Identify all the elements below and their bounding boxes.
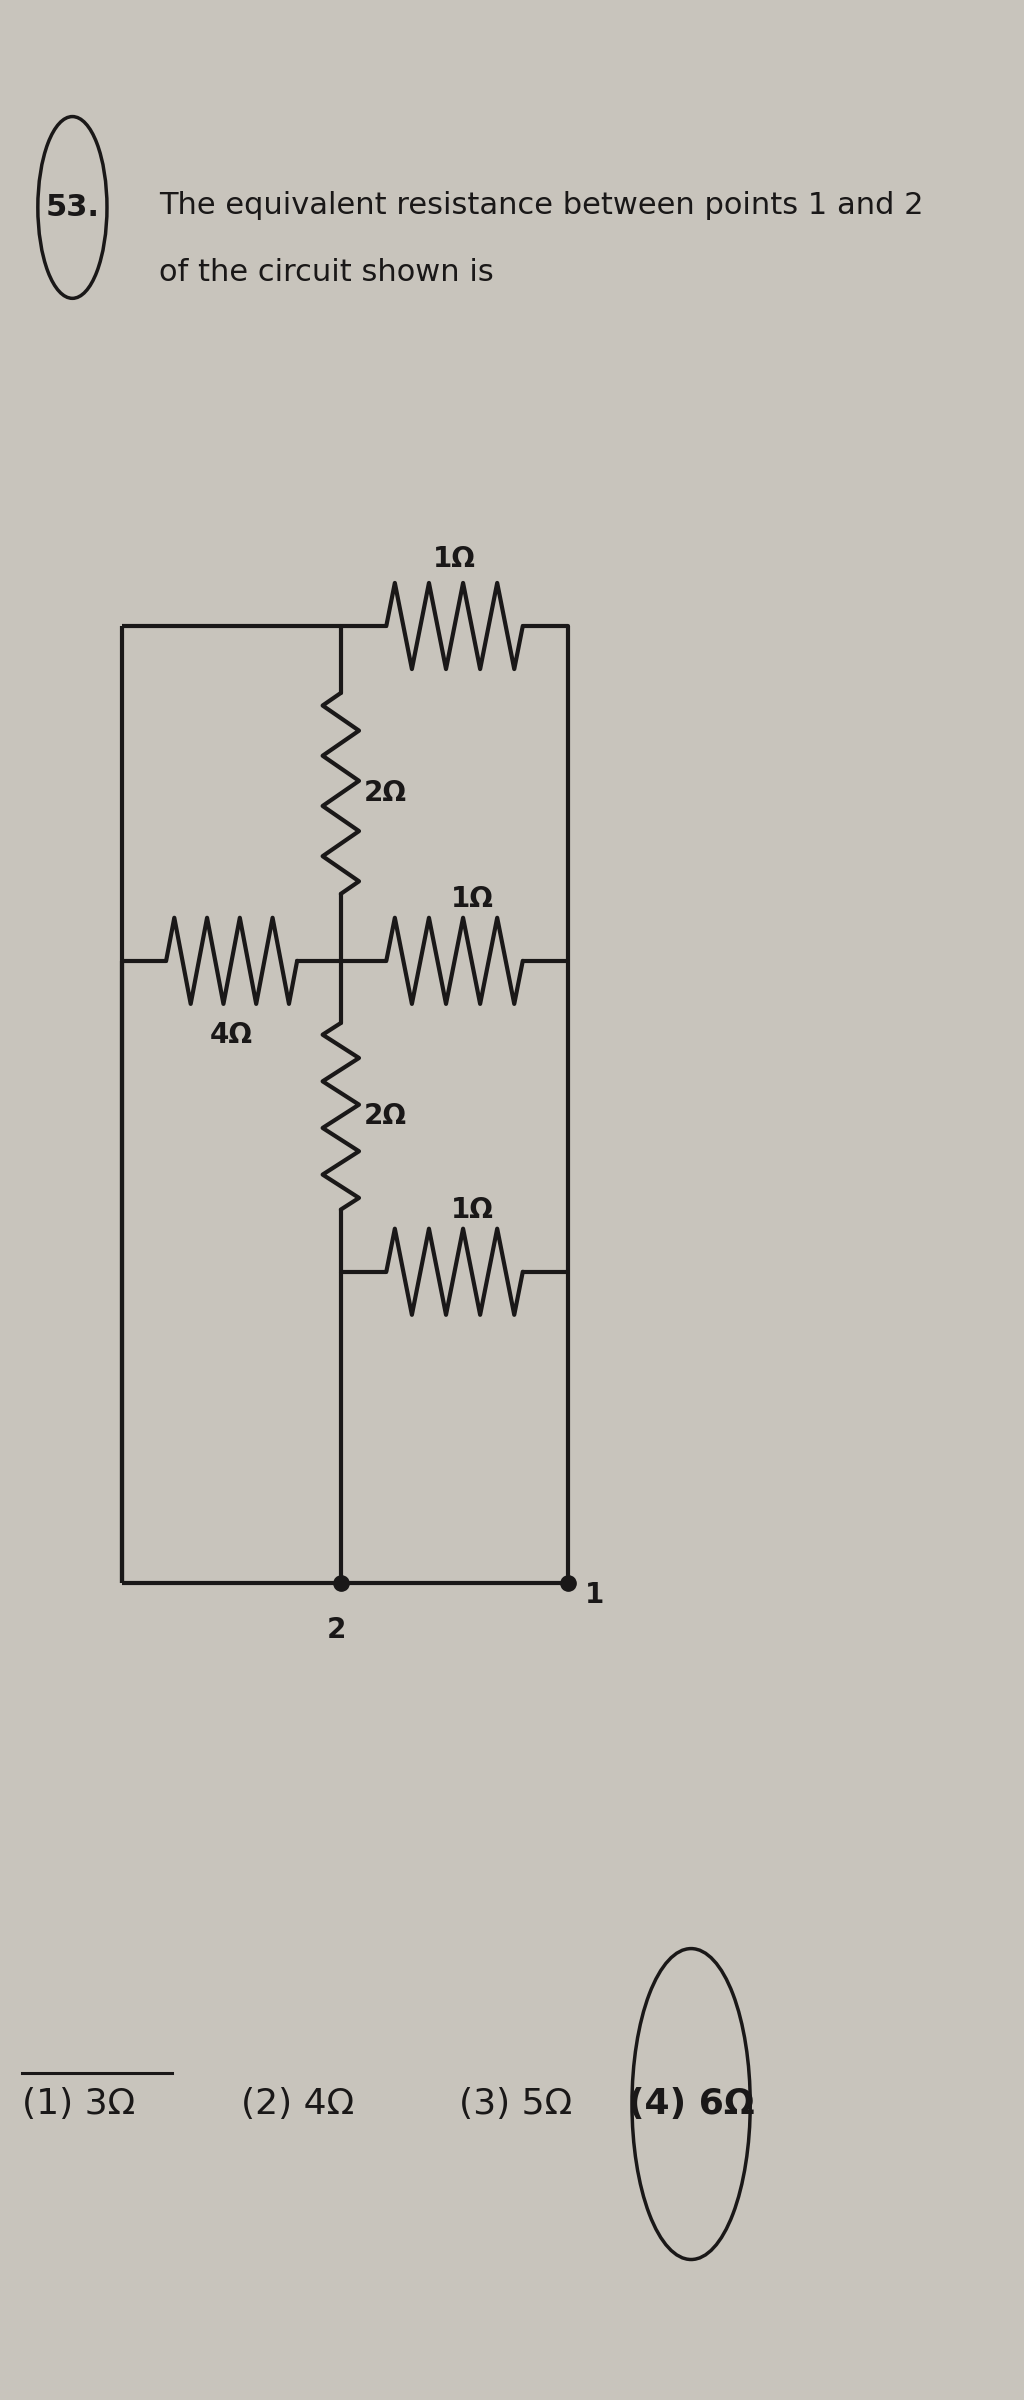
Text: (1) 3Ω: (1) 3Ω (23, 2088, 135, 2122)
Text: 4Ω: 4Ω (210, 1020, 253, 1049)
Text: 1Ω: 1Ω (433, 545, 476, 574)
Text: 2: 2 (327, 1615, 346, 1644)
Text: 53.: 53. (45, 192, 99, 221)
Text: The equivalent resistance between points 1 and 2: The equivalent resistance between points… (159, 190, 924, 218)
Text: 1Ω: 1Ω (452, 886, 495, 912)
Text: 2Ω: 2Ω (364, 1102, 407, 1130)
Text: 1Ω: 1Ω (452, 1195, 495, 1224)
Text: (2) 4Ω: (2) 4Ω (241, 2088, 354, 2122)
Text: 2Ω: 2Ω (364, 780, 407, 806)
Text: (4) 6Ω: (4) 6Ω (628, 2088, 755, 2122)
Text: (3) 5Ω: (3) 5Ω (459, 2088, 572, 2122)
Text: of the circuit shown is: of the circuit shown is (159, 257, 494, 286)
Text: 1: 1 (585, 1582, 604, 1608)
